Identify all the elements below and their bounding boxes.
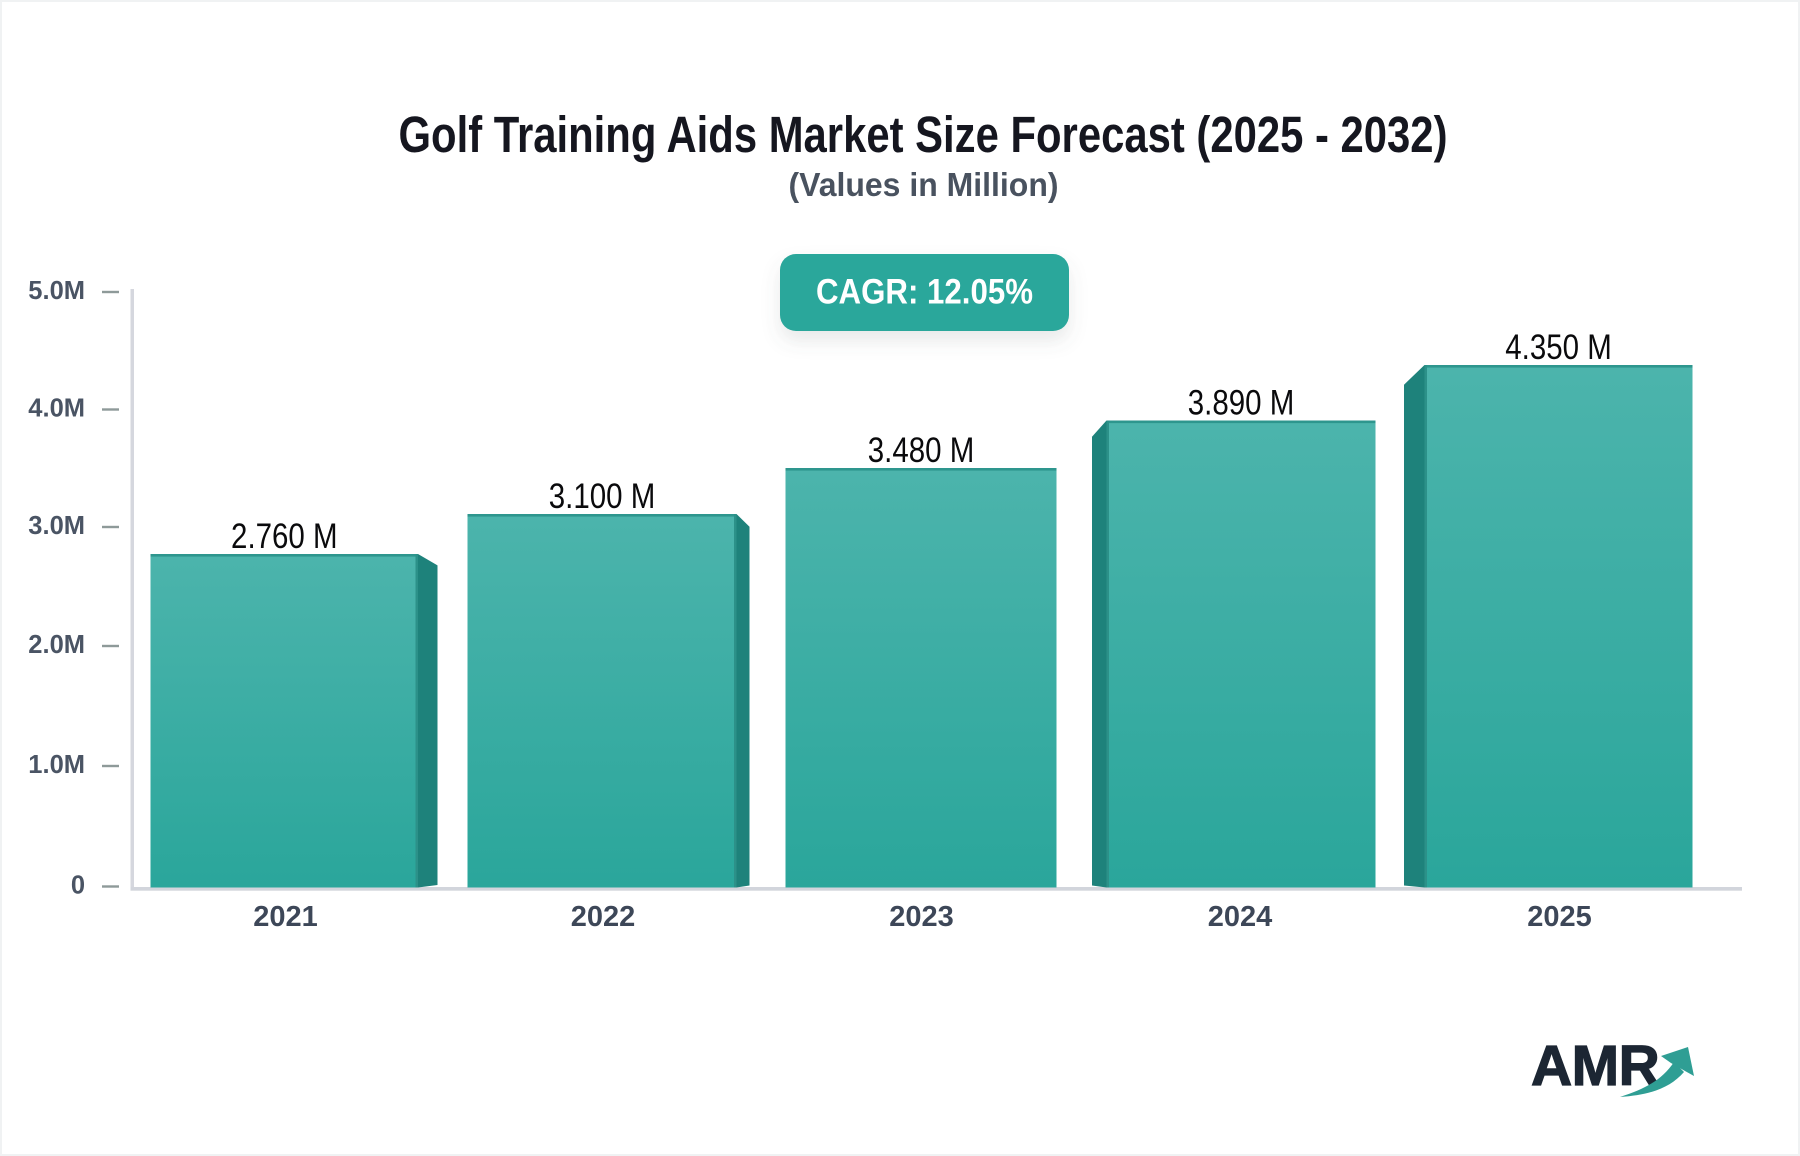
svg-text:2025: 2025 [1527, 901, 1592, 933]
svg-text:3.0M: 3.0M [28, 512, 85, 540]
svg-text:5.0M: 5.0M [28, 277, 85, 305]
svg-text:2024: 2024 [1208, 901, 1273, 933]
svg-text:3.890 M: 3.890 M [1188, 384, 1295, 423]
svg-text:2023: 2023 [889, 901, 954, 933]
svg-text:2.760 M: 2.760 M [231, 517, 338, 556]
svg-text:Golf Training Aids Market Size: Golf Training Aids Market Size Forecast … [399, 106, 1448, 163]
svg-text:1.0M: 1.0M [28, 751, 85, 779]
svg-text:3.100 M: 3.100 M [549, 477, 656, 516]
svg-text:3.480 M: 3.480 M [868, 431, 975, 470]
svg-text:CAGR: 12.05%: CAGR: 12.05% [816, 273, 1033, 312]
svg-text:2021: 2021 [253, 901, 318, 933]
svg-text:4.0M: 4.0M [28, 395, 85, 423]
svg-text:2022: 2022 [571, 901, 636, 933]
svg-text:(Values in Million): (Values in Million) [789, 166, 1059, 203]
svg-text:0: 0 [71, 872, 85, 900]
svg-text:2.0M: 2.0M [28, 631, 85, 659]
svg-text:AMR: AMR [1531, 1034, 1659, 1098]
svg-text:4.350 M: 4.350 M [1505, 328, 1612, 367]
